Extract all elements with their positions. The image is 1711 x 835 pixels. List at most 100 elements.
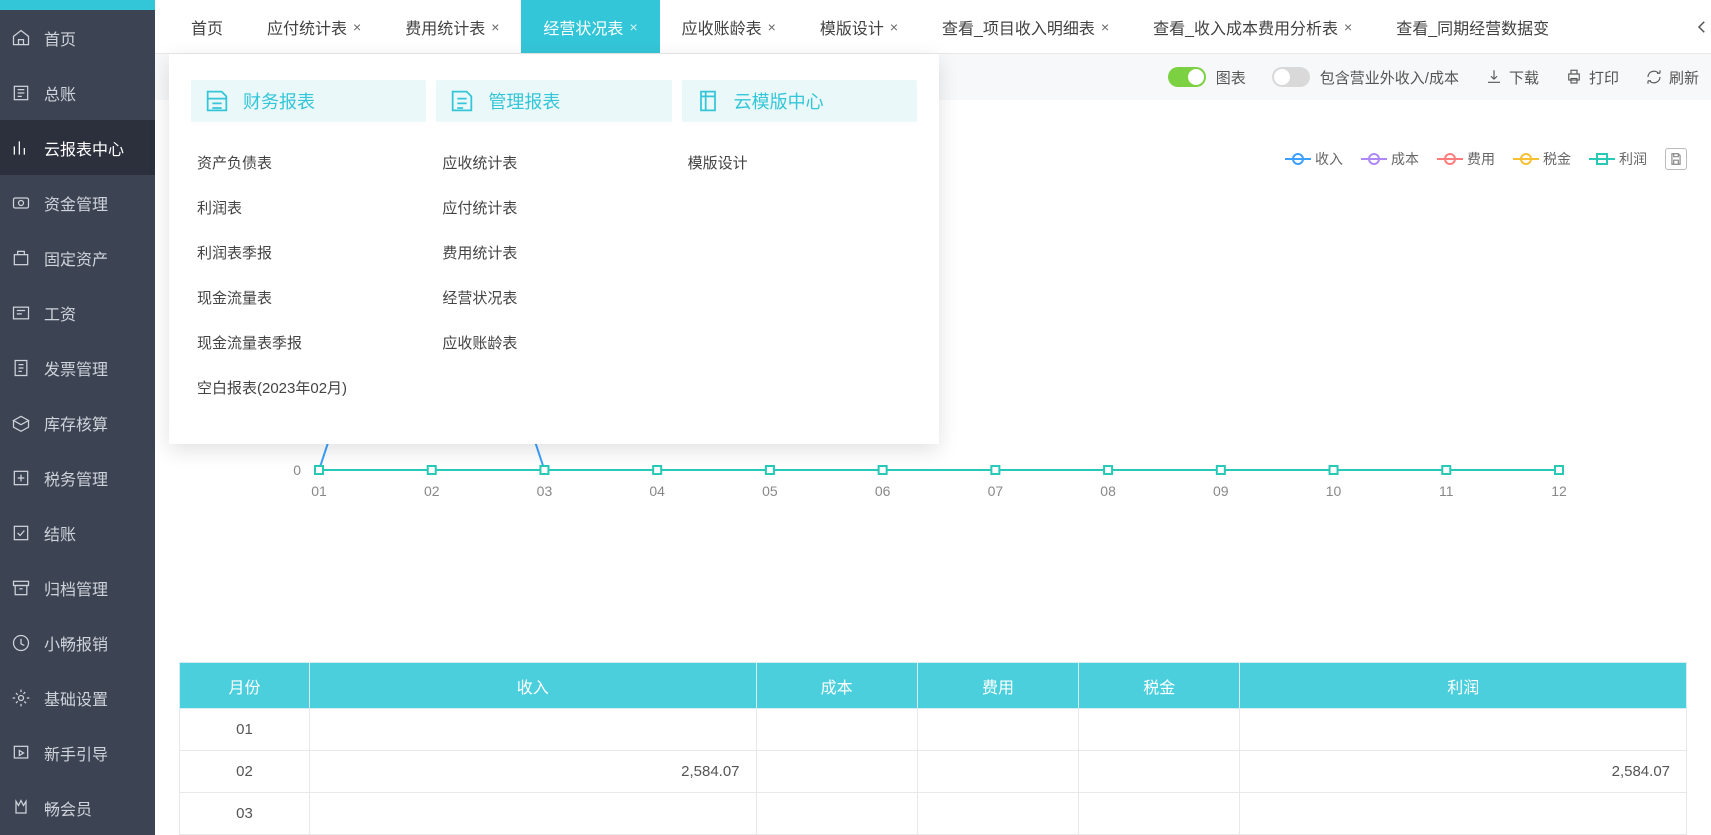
legend-item-费用[interactable]: 费用 — [1437, 149, 1495, 169]
tab-经营状况表[interactable]: 经营状况表 × — [521, 0, 659, 53]
megamenu-link[interactable]: 应付统计表 — [436, 185, 671, 230]
megamenu-column: 云模版中心模版设计 — [682, 80, 917, 410]
sidebar-item-invoice[interactable]: 发票管理 — [0, 340, 155, 395]
tab-应付统计表[interactable]: 应付统计表× — [245, 0, 383, 53]
megamenu-link[interactable]: 现金流量表 — [191, 275, 426, 320]
sidebar-item-guide[interactable]: 新手引导 — [0, 725, 155, 780]
tab-label: 模版设计 — [820, 15, 884, 39]
tab-应收账龄表[interactable]: 应收账龄表× — [660, 0, 798, 53]
megamenu-link[interactable]: 应收统计表 — [436, 140, 671, 185]
close-icon[interactable]: × — [768, 19, 776, 35]
megamenu-link[interactable]: 空白报表(2023年02月) — [191, 365, 426, 410]
sidebar-brand-strip — [0, 0, 155, 10]
guide-icon — [10, 742, 32, 764]
tab-label: 经营状况表 — [543, 15, 623, 39]
sidebar-item-home[interactable]: 首页 — [0, 10, 155, 65]
close-icon[interactable]: × — [1101, 19, 1109, 35]
sidebar-item-label: 发票管理 — [44, 356, 108, 380]
megamenu-link[interactable]: 资产负债表 — [191, 140, 426, 185]
tax-icon — [10, 467, 32, 489]
svg-text:03: 03 — [537, 483, 553, 499]
print-button[interactable]: 打印 — [1565, 67, 1619, 88]
megamenu-link[interactable]: 现金流量表季报 — [191, 320, 426, 365]
table-row: 03 — [180, 793, 1687, 835]
close-icon[interactable]: × — [1344, 19, 1352, 35]
asset-icon — [10, 247, 32, 269]
megamenu-link[interactable]: 经营状况表 — [436, 275, 671, 320]
sidebar-item-salary[interactable]: 工资 — [0, 285, 155, 340]
close-icon[interactable]: × — [491, 19, 499, 35]
legend-item-利润[interactable]: 利润 — [1589, 149, 1647, 169]
svg-text:11: 11 — [1439, 483, 1454, 499]
table-header: 成本 — [756, 663, 917, 709]
tab-查看_项目收入明细表[interactable]: 查看_项目收入明细表 × — [920, 0, 1131, 53]
table-cell: 01 — [180, 709, 310, 751]
legend-marker-icon — [1513, 158, 1539, 160]
sidebar-item-archive[interactable]: 归档管理 — [0, 560, 155, 615]
megamenu-link[interactable]: 利润表季报 — [191, 230, 426, 275]
report-icon — [10, 137, 32, 159]
tab-scroll-left-icon[interactable] — [1693, 0, 1711, 53]
table-cell — [310, 709, 757, 751]
legend-item-成本[interactable]: 成本 — [1361, 149, 1419, 169]
tab-首页[interactable]: 首页 — [169, 0, 245, 53]
sidebar-item-label: 云报表中心 — [44, 136, 124, 160]
sidebar-item-expense[interactable]: 小畅报销 — [0, 615, 155, 670]
table-cell — [310, 793, 757, 835]
table-header: 收入 — [310, 663, 757, 709]
sidebar-item-report[interactable]: 云报表中心 — [0, 120, 155, 175]
report-category-icon — [203, 87, 231, 115]
sidebar-item-money[interactable]: 资金管理 — [0, 175, 155, 230]
megamenu-link[interactable]: 应收账龄表 — [436, 320, 671, 365]
sidebar-item-member[interactable]: 畅会员 — [0, 780, 155, 835]
table-header: 费用 — [917, 663, 1078, 709]
svg-text:09: 09 — [1213, 483, 1229, 499]
legend-marker-icon — [1285, 158, 1311, 160]
tab-label: 查看_项目收入明细表 — [942, 15, 1095, 39]
sidebar-item-settings[interactable]: 基础设置 — [0, 670, 155, 725]
table-cell — [1240, 793, 1687, 835]
save-chart-icon[interactable] — [1665, 148, 1687, 170]
megamenu-title: 云模版中心 — [682, 80, 917, 122]
sidebar-item-label: 基础设置 — [44, 686, 108, 710]
close-icon[interactable]: × — [890, 19, 898, 35]
megamenu-link[interactable]: 费用统计表 — [436, 230, 671, 275]
table-cell: 02 — [180, 751, 310, 793]
refresh-button[interactable]: 刷新 — [1645, 67, 1699, 88]
tab-查看_同期经营数据变[interactable]: 查看_同期经营数据变 — [1374, 0, 1571, 53]
main-area: 首页应付统计表×费用统计表×经营状况表×应收账龄表×模版设计×查看_项目收入明细… — [155, 0, 1711, 835]
tab-模版设计[interactable]: 模版设计 × — [798, 0, 920, 53]
sidebar-item-close[interactable]: 结账 — [0, 505, 155, 560]
sidebar-item-asset[interactable]: 固定资产 — [0, 230, 155, 285]
sidebar-item-label: 畅会员 — [44, 796, 92, 820]
megamenu-link[interactable]: 利润表 — [191, 185, 426, 230]
sidebar-item-ledger[interactable]: 总账 — [0, 65, 155, 120]
sidebar-item-label: 税务管理 — [44, 466, 108, 490]
close-icon[interactable]: × — [629, 19, 637, 35]
refresh-label: 刷新 — [1669, 67, 1699, 88]
legend-item-收入[interactable]: 收入 — [1285, 149, 1343, 169]
sidebar-item-stock[interactable]: 库存核算 — [0, 395, 155, 450]
tab-查看_收入成本费用分析表[interactable]: 查看_收入成本费用分析表× — [1131, 0, 1374, 53]
chart-toggle[interactable] — [1168, 67, 1206, 87]
sidebar-item-tax[interactable]: 税务管理 — [0, 450, 155, 505]
legend-label: 成本 — [1391, 149, 1419, 169]
table-header: 税金 — [1079, 663, 1240, 709]
close-icon[interactable]: × — [353, 19, 361, 35]
svg-text:01: 01 — [311, 483, 327, 499]
table-cell — [1079, 793, 1240, 835]
sidebar-item-label: 小畅报销 — [44, 631, 108, 655]
sidebar-item-label: 资金管理 — [44, 191, 108, 215]
svg-text:05: 05 — [762, 483, 778, 499]
download-label: 下载 — [1509, 67, 1539, 88]
sidebar-item-label: 库存核算 — [44, 411, 108, 435]
legend-marker-icon — [1589, 158, 1615, 160]
salary-icon — [10, 302, 32, 324]
legend-item-税金[interactable]: 税金 — [1513, 149, 1571, 169]
svg-text:0: 0 — [293, 462, 301, 478]
include-other-toggle[interactable] — [1272, 67, 1310, 87]
tab-费用统计表[interactable]: 费用统计表× — [383, 0, 521, 53]
megamenu-link[interactable]: 模版设计 — [682, 140, 917, 185]
download-button[interactable]: 下载 — [1485, 67, 1539, 88]
sidebar-item-label: 总账 — [44, 81, 76, 105]
